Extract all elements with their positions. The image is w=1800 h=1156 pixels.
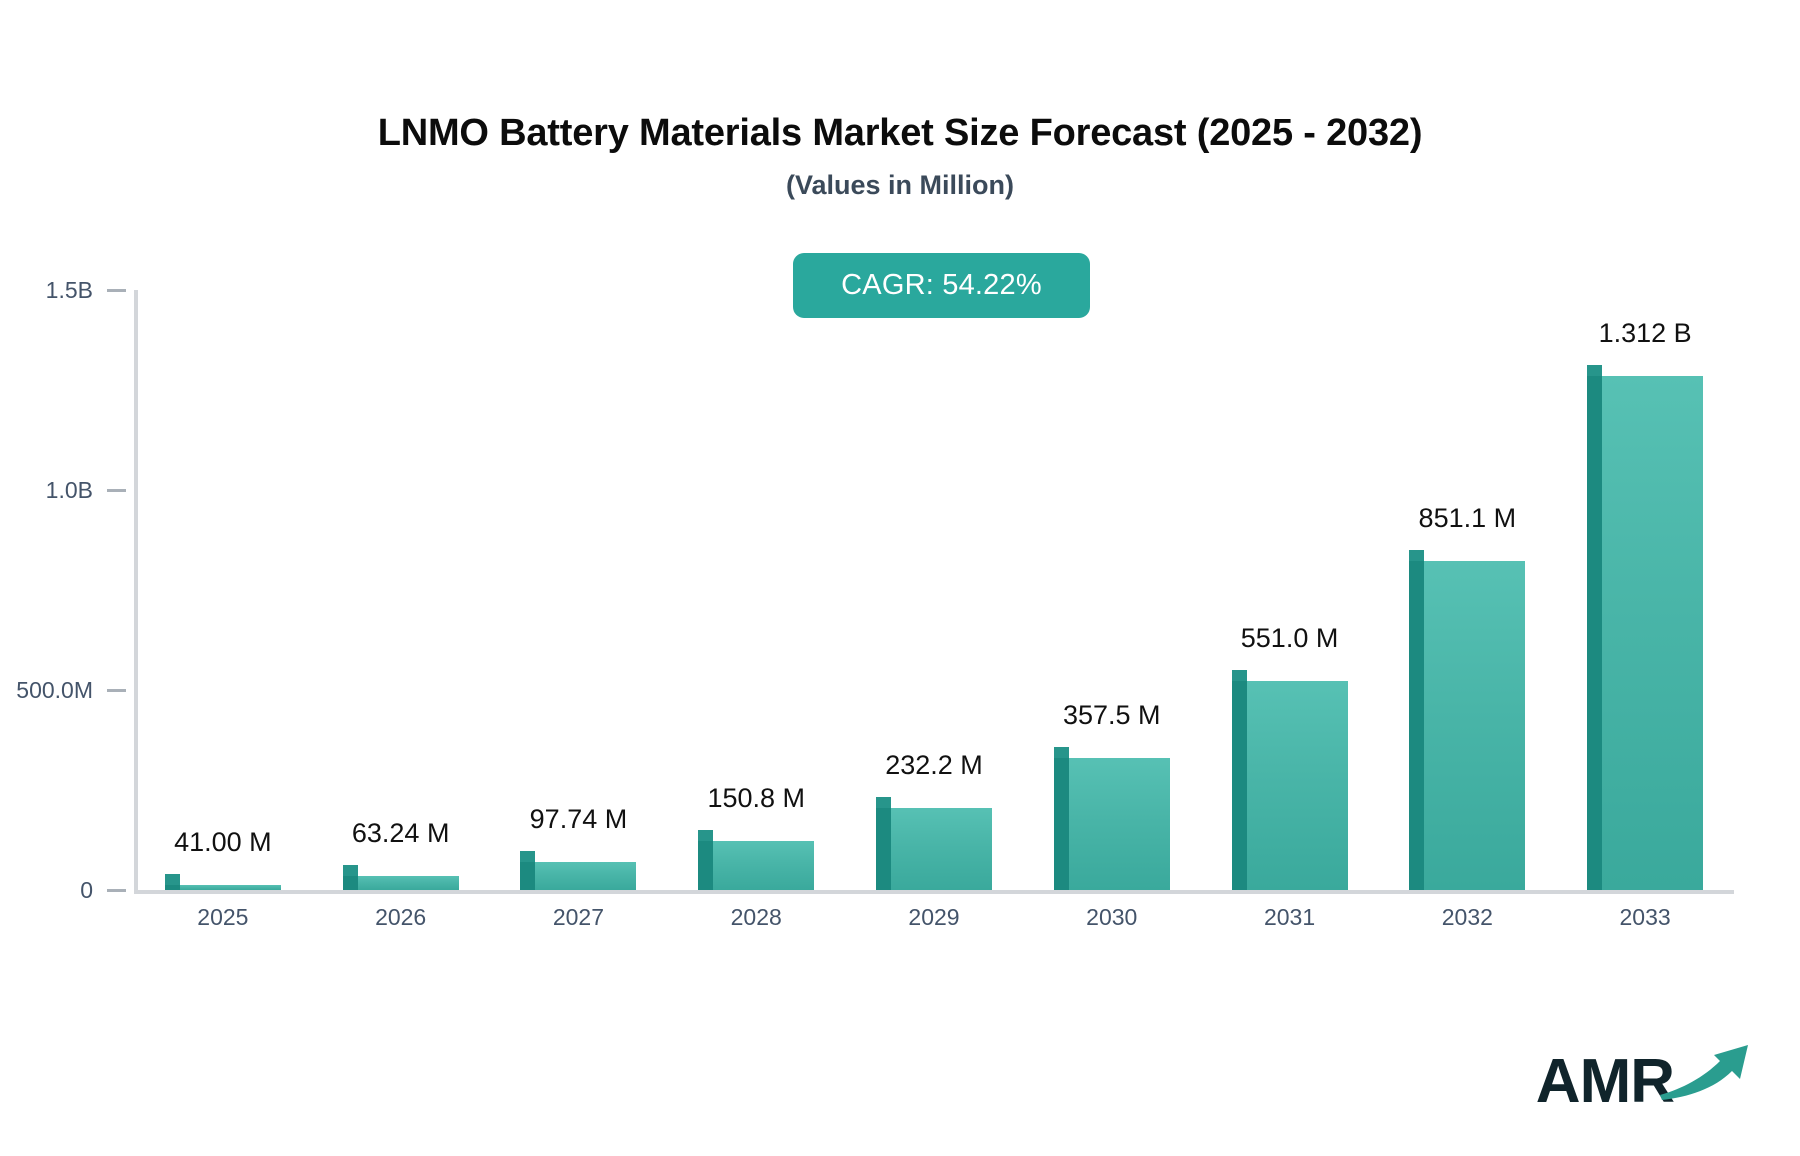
y-axis-tick-dash <box>107 688 126 692</box>
bar-value-label: 63.24 M <box>351 817 450 848</box>
y-axis-tick-dash <box>107 888 126 892</box>
bar-2027[interactable]: 97.74 M <box>520 804 637 890</box>
bar-side-face <box>698 829 714 890</box>
amr-logo: AMR <box>1535 1037 1756 1117</box>
x-axis-label-2033: 2033 <box>1619 904 1671 930</box>
x-axis-label-2030: 2030 <box>1086 904 1138 930</box>
bar-2030[interactable]: 357.5 M <box>1053 700 1170 890</box>
bar-front-face <box>1068 758 1170 890</box>
bar-2026[interactable]: 63.24 M <box>342 818 459 890</box>
bar-front-face <box>1602 376 1704 890</box>
x-axis-label-2027: 2027 <box>552 904 605 930</box>
cagr-badge: CAGR: 54.22% <box>793 253 1090 318</box>
bar-value-label: 851.1 M <box>1418 502 1517 533</box>
bar-shape <box>164 873 281 890</box>
bar-value-label: 41.00 M <box>174 826 272 857</box>
bar-front-face <box>535 861 637 890</box>
bar-top-chamfer <box>1409 549 1425 561</box>
bar-shape <box>876 797 992 890</box>
bar-value-label: 97.74 M <box>529 803 628 834</box>
bar-2028[interactable]: 150.8 M <box>698 783 815 890</box>
x-axis-label-2029: 2029 <box>908 904 960 930</box>
x-axis-label-2028: 2028 <box>730 904 782 930</box>
x-axis-label-2031: 2031 <box>1263 904 1316 930</box>
bar-front-face <box>179 884 281 890</box>
bar-shape <box>1409 549 1526 890</box>
y-axis-tick-dash <box>107 288 126 292</box>
bar-top-chamfer <box>1053 747 1069 758</box>
bar-side-face <box>1409 549 1425 890</box>
bar-top-chamfer <box>876 797 891 809</box>
bar-top-chamfer <box>520 850 536 862</box>
bar-value-label: 150.8 M <box>707 782 805 813</box>
y-axis-tick: 1.5B <box>0 277 134 303</box>
bar-top-chamfer <box>698 829 714 841</box>
bar-shape <box>342 864 459 890</box>
bar-side-face <box>1053 747 1069 890</box>
y-axis-line <box>134 290 138 894</box>
bar-front-face <box>1424 560 1526 890</box>
cagr-badge-label: CAGR: 54.22% <box>841 269 1042 301</box>
chart-subtitle: (Values in Million) <box>785 170 1015 200</box>
bar-front-face <box>357 875 459 890</box>
bar-front-face <box>1246 680 1348 890</box>
y-axis-tick: 1.0B <box>0 477 134 503</box>
y-axis-tick-label: 1.0B <box>45 476 93 503</box>
bar-value-label: 357.5 M <box>1062 700 1161 730</box>
bar-value-label: 232.2 M <box>885 750 983 781</box>
bar-side-face <box>876 797 891 890</box>
bar-shape <box>520 850 637 890</box>
x-axis-label-2026: 2026 <box>375 904 427 930</box>
bar-shape <box>1587 365 1704 890</box>
bar-front-face <box>891 808 992 890</box>
y-axis-tick: 500.0M <box>0 677 134 703</box>
bar-top-chamfer <box>164 873 180 885</box>
bar-2031[interactable]: 551.0 M <box>1231 623 1348 890</box>
bar-top-chamfer <box>1587 365 1603 377</box>
bar-top-chamfer <box>342 864 358 876</box>
bar-shape <box>698 829 815 890</box>
logo-text: AMR <box>1535 1047 1675 1117</box>
bar-side-face <box>1587 365 1603 890</box>
y-axis-tick-label: 0 <box>80 876 93 903</box>
bar-series: 41.00 M 63.24 M 97.74 M 150.8 M 232.2 M 357.5… <box>134 290 1734 890</box>
bar-side-face <box>1231 669 1247 890</box>
bar-top-chamfer <box>1231 669 1247 681</box>
bar-front-face <box>713 840 815 890</box>
page-title: LNMO Battery Materials Market Size Forec… <box>377 112 1423 154</box>
bar-2029[interactable]: 232.2 M <box>876 750 992 890</box>
bar-shape <box>1053 747 1170 890</box>
trending-up-arrow-icon <box>1656 1037 1756 1106</box>
bar-value-label: 551.0 M <box>1240 622 1339 653</box>
bar-value-label: 1.312 B <box>1598 318 1692 349</box>
bar-2033[interactable]: 1.312 B <box>1587 318 1704 890</box>
y-axis-tick-label: 500.0M <box>16 676 93 703</box>
y-axis-tick-label: 1.5B <box>45 276 93 303</box>
plot-area: 41.00 M 63.24 M 97.74 M 150.8 M 232.2 M 357.5… <box>134 290 1734 930</box>
bar-shape <box>1231 669 1348 890</box>
y-axis-tick-dash <box>107 488 126 492</box>
x-axis-label-2032: 2032 <box>1441 904 1493 930</box>
bar-2025[interactable]: 41.00 M <box>164 827 281 890</box>
y-axis-tick: 0 <box>0 877 134 903</box>
bar-2032[interactable]: 851.1 M <box>1409 503 1526 890</box>
x-axis-label-2025: 2025 <box>197 904 249 930</box>
x-axis-line <box>134 890 1734 894</box>
